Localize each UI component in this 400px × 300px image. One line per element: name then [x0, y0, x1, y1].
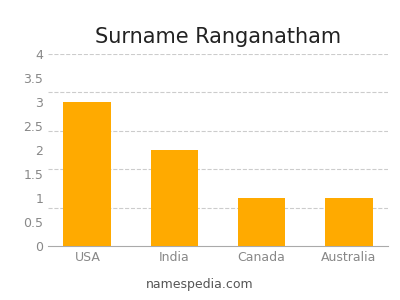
- Bar: [150, 150, 198, 246]
- Text: namespedia.com: namespedia.com: [146, 278, 254, 291]
- Title: Surname Ranganatham: Surname Ranganatham: [95, 27, 341, 47]
- Bar: [238, 198, 286, 246]
- Bar: [64, 102, 111, 246]
- Bar: [325, 198, 372, 246]
